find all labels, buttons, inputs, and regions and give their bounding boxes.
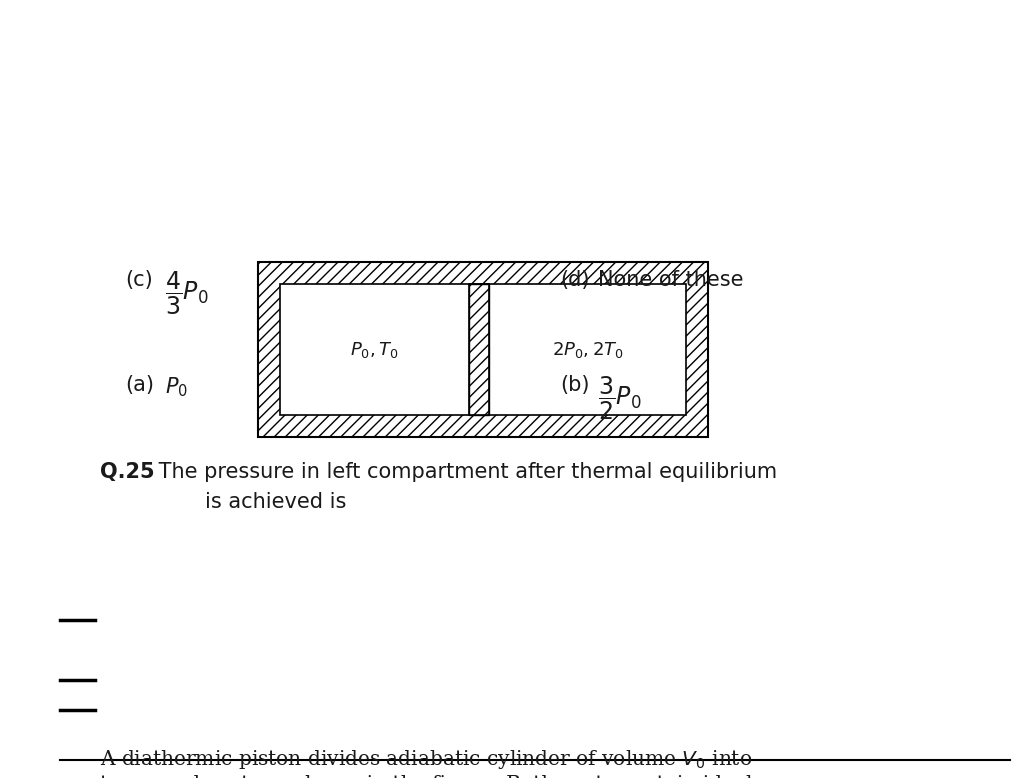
- Bar: [280, 284, 686, 415]
- Text: The pressure in left compartment after thermal equilibrium: The pressure in left compartment after t…: [152, 462, 777, 482]
- Text: $2P_0,2T_0$: $2P_0,2T_0$: [552, 339, 624, 359]
- Bar: [469, 284, 488, 415]
- Text: Q.25: Q.25: [100, 462, 155, 482]
- Text: (b): (b): [560, 375, 590, 395]
- Text: $\dfrac{4}{3}P_0$: $\dfrac{4}{3}P_0$: [165, 270, 209, 317]
- Bar: [258, 262, 708, 437]
- Text: (d): (d): [560, 270, 590, 290]
- Text: (c): (c): [125, 270, 153, 290]
- Text: is achieved is: is achieved is: [152, 492, 346, 512]
- Text: $\dfrac{3}{2}P_0$: $\dfrac{3}{2}P_0$: [598, 375, 642, 422]
- Text: A diathermic piston divides adiabatic cylinder of volume $V_0$ into: A diathermic piston divides adiabatic cy…: [100, 748, 753, 771]
- Text: (a): (a): [125, 375, 154, 395]
- Text: None of these: None of these: [598, 270, 743, 290]
- Text: $P_0,T_0$: $P_0,T_0$: [350, 339, 399, 359]
- Bar: [469, 284, 488, 415]
- Text: $P_0$: $P_0$: [165, 375, 188, 398]
- Text: two equal parts as shown in the figure. Both parts contain ideal: two equal parts as shown in the figure. …: [100, 775, 753, 778]
